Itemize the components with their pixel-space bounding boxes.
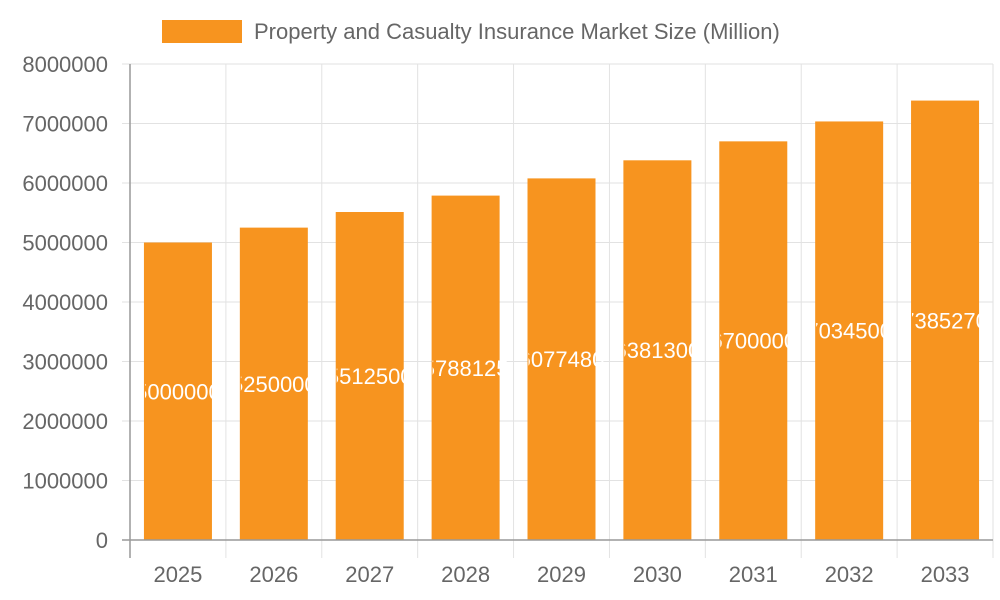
y-tick-label: 2000000 <box>22 409 108 434</box>
legend-label: Property and Casualty Insurance Market S… <box>254 19 780 44</box>
bar-2029 <box>527 178 596 540</box>
bar-2032 <box>815 121 884 540</box>
data-label: 7385270 <box>902 308 988 333</box>
bar-2030 <box>623 160 692 540</box>
data-label: 5788125 <box>423 356 509 381</box>
y-tick-label: 1000000 <box>22 469 108 494</box>
data-label: 6700000 <box>710 329 796 354</box>
data-label: 5000000 <box>135 379 221 404</box>
legend-swatch <box>162 20 242 43</box>
x-tick-label: 2025 <box>153 562 202 587</box>
x-tick-label: 2029 <box>537 562 586 587</box>
data-label: 7034500 <box>806 319 892 344</box>
y-tick-label: 6000000 <box>22 171 108 196</box>
y-tick-label: 3000000 <box>22 350 108 375</box>
x-tick-label: 2032 <box>825 562 874 587</box>
bar-2028 <box>431 195 500 540</box>
data-label: 6381300 <box>615 338 701 363</box>
bar-2026 <box>239 227 308 540</box>
y-tick-label: 7000000 <box>22 112 108 137</box>
data-label: 5512500 <box>327 364 413 389</box>
x-tick-label: 2027 <box>345 562 394 587</box>
bar-2025 <box>143 242 212 540</box>
y-tick-label: 4000000 <box>22 290 108 315</box>
x-tick-label: 2026 <box>249 562 298 587</box>
bar-2027 <box>335 212 404 540</box>
bar-2033 <box>911 100 980 541</box>
data-label: 5250000 <box>231 372 317 397</box>
y-tick-label: 8000000 <box>22 52 108 77</box>
data-label: 6077480 <box>519 347 605 372</box>
bar-2031 <box>719 141 788 540</box>
y-tick-label: 5000000 <box>22 231 108 256</box>
y-tick-label: 0 <box>96 528 108 553</box>
x-tick-label: 2033 <box>921 562 970 587</box>
x-tick-label: 2030 <box>633 562 682 587</box>
x-tick-label: 2031 <box>729 562 778 587</box>
x-tick-label: 2028 <box>441 562 490 587</box>
